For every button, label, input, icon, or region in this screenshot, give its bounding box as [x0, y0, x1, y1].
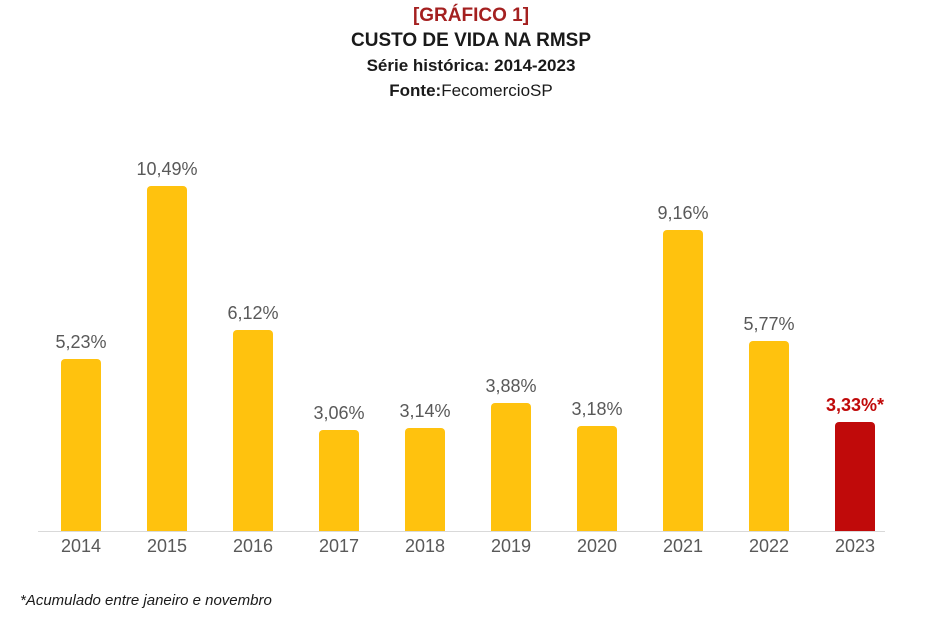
plot-area: 5,23% 10,49% 6,12% 3,06% 3,14% 3,88% 3,18% 9,16… — [38, 130, 885, 532]
bar-value-label-2016: 6,12% — [227, 303, 279, 323]
chart-header: [GRÁFICO 1] CUSTO DE VIDA NA RMSP Série … — [0, 4, 942, 103]
bar-slot: 5,23% — [38, 130, 124, 531]
bar-2018[interactable] — [405, 428, 445, 531]
bar-2020[interactable] — [577, 426, 617, 531]
bar-value-label-2017: 3,06% — [313, 403, 365, 423]
bar-2019[interactable] — [491, 403, 531, 531]
bar-slot: 10,49% — [124, 130, 210, 531]
chart-source: Fonte:FecomercioSP — [0, 78, 942, 103]
bar-2021[interactable] — [663, 230, 703, 531]
x-tick-2019: 2019 — [490, 536, 532, 556]
bar-slot: 9,16% — [640, 130, 726, 531]
bar-slot: 5,77% — [726, 130, 812, 531]
bar-slot: 3,14% — [382, 130, 468, 531]
x-tick-2023: 2023 — [834, 536, 876, 556]
bar-value-label-2018: 3,14% — [399, 401, 451, 421]
x-axis-line — [38, 531, 885, 532]
bar-value-label-2015: 10,49% — [136, 159, 198, 179]
bar-series: 5,23% 10,49% 6,12% 3,06% 3,14% 3,88% 3,18% 9,16… — [38, 130, 885, 531]
bar-value-label-2020: 3,18% — [571, 399, 623, 419]
x-tick-2015: 2015 — [146, 536, 188, 556]
chart-subtitle: Série histórica: 2014-2023 — [366, 56, 576, 75]
bar-slot: 3,18% — [554, 130, 640, 531]
bar-value-label-2014: 5,23% — [55, 332, 107, 352]
chart-source-label: Fonte: — [389, 81, 442, 100]
chart-title: CUSTO DE VIDA NA RMSP — [351, 30, 591, 51]
bar-slot: 3,33%* — [812, 130, 898, 531]
x-tick-2021: 2021 — [662, 536, 704, 556]
bar-slot: 3,06% — [296, 130, 382, 531]
x-tick-2018: 2018 — [404, 536, 446, 556]
bar-value-label-2022: 5,77% — [743, 314, 795, 334]
x-tick-2014: 2014 — [60, 536, 102, 556]
x-tick-2016: 2016 — [232, 536, 274, 556]
bar-2015[interactable] — [147, 186, 187, 531]
chart-tag: [GRÁFICO 1] — [412, 5, 530, 26]
bar-value-label-2019: 3,88% — [485, 376, 537, 396]
bar-slot: 3,88% — [468, 130, 554, 531]
bar-value-label-2023: 3,33%* — [825, 395, 885, 415]
x-tick-2022: 2022 — [748, 536, 790, 556]
bar-slot: 6,12% — [210, 130, 296, 531]
bar-2014[interactable] — [61, 359, 101, 531]
bar-2017[interactable] — [319, 430, 359, 531]
bar-2022[interactable] — [749, 341, 789, 531]
bar-2016[interactable] — [233, 330, 273, 531]
chart-source-value: FecomercioSP — [441, 81, 553, 100]
x-tick-2017: 2017 — [318, 536, 360, 556]
x-tick-2020: 2020 — [576, 536, 618, 556]
chart-footnote: *Acumulado entre janeiro e novembro — [20, 592, 272, 609]
bar-2023[interactable] — [835, 422, 875, 531]
x-axis-categories: 2014 2015 2016 2017 2018 2019 2020 2021 2022 2023 — [38, 536, 885, 566]
bar-value-label-2021: 9,16% — [657, 203, 709, 223]
